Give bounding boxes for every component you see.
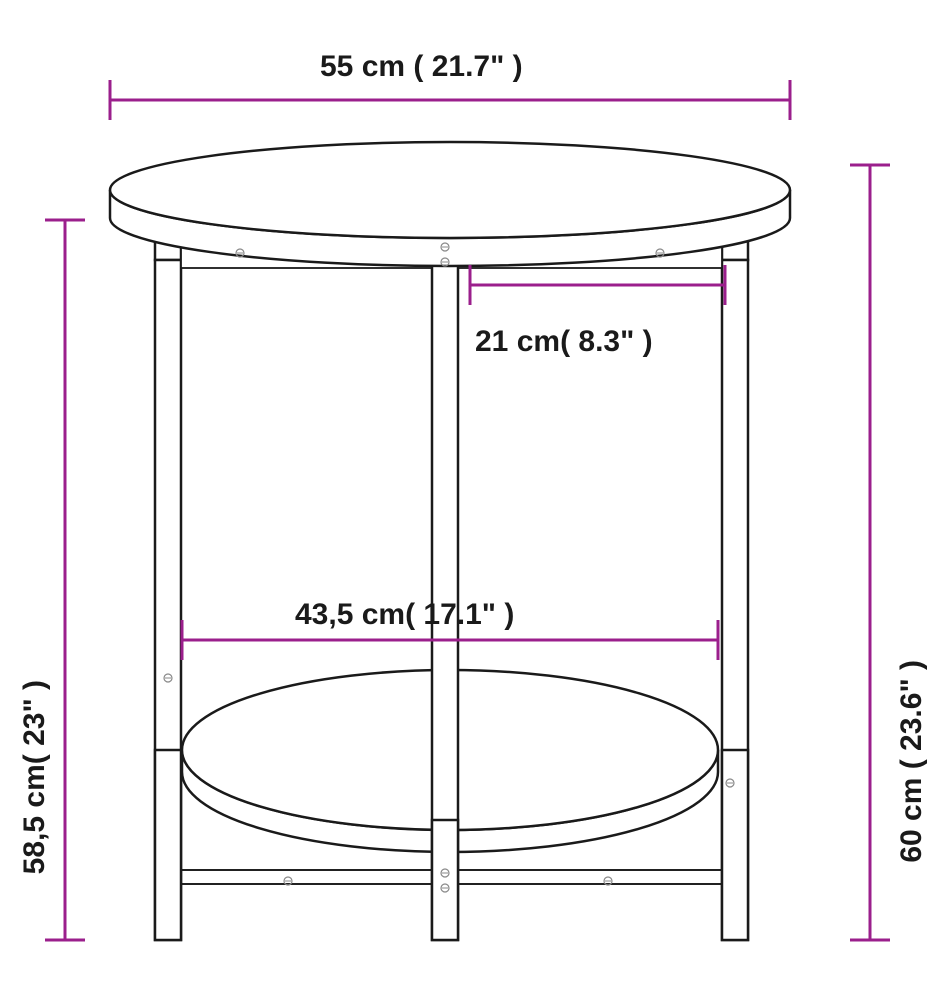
dim-left-height-label: 58,5 cm( 23" ) xyxy=(18,680,52,874)
dim-right-height-label: 60 cm ( 23.6" ) xyxy=(895,660,929,863)
dim-shelf-width-label: 43,5 cm( 17.1" ) xyxy=(295,598,514,632)
dim-top-width-label: 55 cm ( 21.7" ) xyxy=(320,50,523,84)
diagram-svg xyxy=(0,0,941,984)
dim-inner-gap-label: 21 cm( 8.3" ) xyxy=(475,325,653,359)
